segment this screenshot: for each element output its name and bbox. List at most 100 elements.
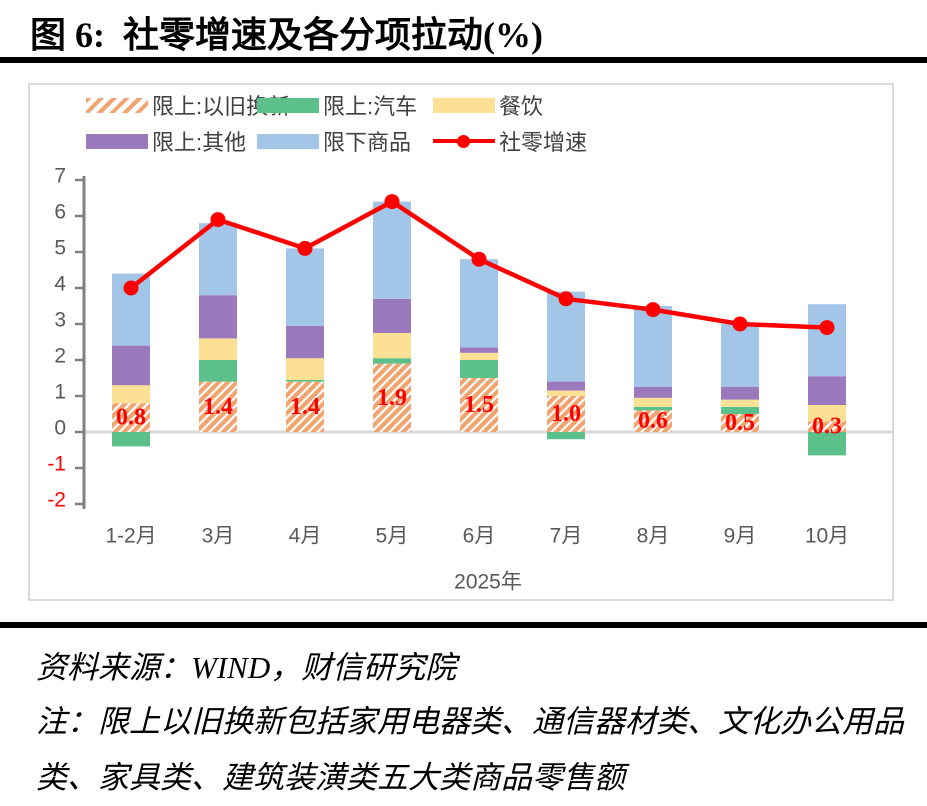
bar-segment: [112, 432, 150, 447]
data-point: [819, 320, 835, 336]
bar-value-label: 0.3: [812, 414, 842, 440]
plot-svg: 7 6 5 4 3 2 1 0 -1 -2 0.8 1.4 1.4 1.9 1.5 1.0 0.6 0.5 0.3 1…: [47, 165, 892, 594]
x-tick-label: 7月: [550, 525, 583, 548]
y-tick-label: 0: [54, 417, 66, 440]
bar-segment: [808, 304, 846, 377]
x-tick-label: 10月: [805, 525, 849, 548]
y-tick-label: 2: [54, 345, 66, 368]
legend-label-other: 限上:其他: [152, 130, 247, 155]
bar-segment: [112, 385, 150, 404]
bar-segment: [547, 381, 585, 391]
bar-segment: [373, 298, 411, 333]
bar-segment: [721, 414, 759, 432]
bars-layer: [112, 201, 846, 456]
bar-value-label: 0.5: [725, 410, 755, 436]
bar-segment: [460, 347, 498, 353]
legend-label-catering: 餐饮: [499, 94, 544, 119]
legend-swatch-purple-icon: [86, 133, 148, 149]
legend-item-auto: 限上:汽车: [257, 93, 433, 119]
bar-segment: [460, 360, 498, 378]
y-tick-label: -1: [47, 453, 66, 476]
x-tick-label: 9月: [724, 525, 757, 548]
bar-segment: [721, 324, 759, 387]
bar-value-label: 1.0: [551, 401, 581, 427]
legend-swatch-line-marker-icon: [433, 134, 495, 149]
bar-value-label: 1.4: [203, 394, 233, 420]
bar-value-label: 0.8: [116, 405, 146, 431]
y-tick-label: 5: [54, 237, 66, 260]
data-point: [297, 240, 313, 256]
y-tick-label: 1: [54, 381, 66, 404]
legend-item-trade-in: 限上:以旧换新: [86, 93, 290, 119]
bar-value-label: 1.4: [290, 394, 320, 420]
y-tick-label: 7: [54, 165, 66, 188]
bar-segment: [547, 390, 585, 396]
y-tick-label: 4: [54, 273, 66, 296]
data-point: [384, 194, 400, 210]
bar-segment: [808, 421, 846, 432]
x-tick-label: 5月: [376, 525, 409, 548]
bar-value-label: 1.5: [464, 392, 494, 418]
legend-swatch-green-icon: [257, 97, 319, 113]
legend-swatch-yellow-icon: [433, 97, 495, 113]
bar-segment: [634, 397, 672, 407]
bar-segment: [460, 259, 498, 348]
bar-segment: [721, 406, 759, 414]
bar-segment: [634, 410, 672, 432]
bar-segment: [373, 358, 411, 364]
legend-label-below-limit: 限下商品: [323, 130, 412, 155]
chart-legend: 限上:以旧换新 限上:汽车 餐饮 限上:其他 限下商品: [86, 93, 587, 155]
bar-segment: [547, 432, 585, 440]
legend-item-catering: 餐饮: [433, 93, 587, 119]
bar-value-label: 0.6: [638, 408, 668, 434]
bar-segment: [286, 325, 324, 359]
x-axis-year-label: 2025年: [454, 571, 522, 594]
data-point: [123, 280, 139, 296]
legend-item-growth: 社零增速: [433, 129, 587, 155]
legend-dot-icon: [457, 134, 470, 148]
legend-swatch-blue-icon: [257, 133, 319, 149]
title-divider: [0, 57, 927, 63]
bar-segment: [547, 291, 585, 382]
chart-container: 7 6 5 4 3 2 1 0 -1 -2 0.8 1.4 1.4 1.9 1.5 1.0 0.6 0.5 0.3 1…: [28, 83, 894, 601]
bar-segment: [199, 338, 237, 360]
note-text: 注：限上以旧换新包括家用电器类、通信器材类、文化办公用品类、家具类、建筑装潢类五…: [36, 704, 904, 795]
bar-value-label: 1.9: [377, 385, 407, 411]
bar-segment: [808, 432, 846, 456]
legend-label-auto: 限上:汽车: [323, 94, 418, 119]
bar-segment: [460, 378, 498, 432]
bar-segment: [721, 387, 759, 400]
legend-swatch-hatched-icon: [86, 97, 148, 113]
data-point: [210, 212, 226, 228]
x-tick-label: 6月: [463, 525, 496, 548]
bar-segment: [634, 387, 672, 398]
bar-segment: [286, 248, 324, 326]
y-tick-label: 6: [54, 201, 66, 224]
bar-segment: [286, 379, 324, 382]
bar-segment: [547, 396, 585, 432]
figure-title: 图 6: 社零增速及各分项拉动(%): [30, 15, 543, 55]
bar-segment: [112, 403, 150, 432]
bar-segment: [808, 405, 846, 422]
x-tick-label: 1-2月: [105, 525, 156, 548]
bar-segment: [721, 399, 759, 407]
y-tick-label: -2: [47, 489, 66, 512]
legend-item-below-limit: 限下商品: [257, 129, 433, 155]
data-point: [471, 251, 487, 267]
bar-segment: [460, 352, 498, 360]
source-text: 资料来源：WIND，财信研究院: [36, 650, 457, 685]
bar-segment: [373, 201, 411, 299]
bar-segment: [199, 295, 237, 339]
bar-segment: [199, 381, 237, 432]
bar-value-labels: 0.8 1.4 1.4 1.9 1.5 1.0 0.6 0.5 0.3: [116, 385, 842, 440]
bar-segment: [286, 381, 324, 432]
y-tick-label: 3: [54, 309, 66, 332]
bar-segment: [199, 360, 237, 382]
bar-segment: [286, 358, 324, 380]
bar-segment: [634, 406, 672, 411]
bar-segment: [808, 376, 846, 405]
x-tick-label: 4月: [289, 525, 322, 548]
legend-label-growth: 社零增速: [499, 130, 588, 155]
data-point: [558, 291, 574, 307]
bar-segment: [634, 306, 672, 387]
